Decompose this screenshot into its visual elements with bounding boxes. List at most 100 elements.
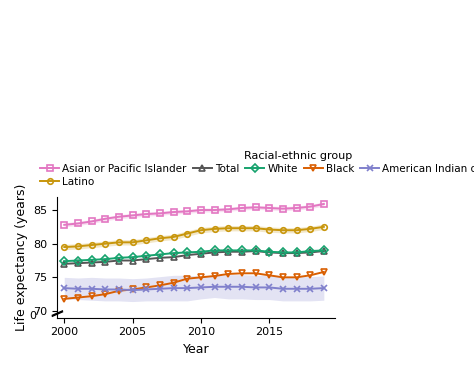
White <box>307 249 313 253</box>
Asian or Pacific Islander <box>307 204 313 209</box>
White <box>75 258 81 263</box>
Total <box>130 258 136 263</box>
White <box>253 248 258 253</box>
Black <box>143 285 149 290</box>
Total <box>143 257 149 262</box>
Total <box>266 250 272 255</box>
Total <box>184 253 190 257</box>
Asian or Pacific Islander <box>116 214 122 219</box>
American Indian or Alaska Native <box>116 287 122 292</box>
White <box>212 248 218 253</box>
Latino <box>157 236 163 240</box>
Y-axis label: Life expectancy (years): Life expectancy (years) <box>15 183 28 331</box>
Latino <box>198 228 204 233</box>
Line: Latino: Latino <box>62 224 327 250</box>
Latino <box>280 228 286 233</box>
Black <box>253 271 258 276</box>
Black <box>198 275 204 280</box>
Total <box>89 260 94 265</box>
White <box>102 257 108 262</box>
Asian or Pacific Islander <box>253 205 258 210</box>
Asian or Pacific Islander <box>184 209 190 214</box>
Total <box>239 250 245 254</box>
Latino <box>143 238 149 243</box>
Latino <box>116 240 122 244</box>
Black <box>321 270 327 274</box>
Asian or Pacific Islander <box>102 217 108 221</box>
Asian or Pacific Islander <box>239 206 245 210</box>
White <box>157 252 163 257</box>
Black <box>171 280 176 285</box>
Asian or Pacific Islander <box>130 213 136 218</box>
American Indian or Alaska Native <box>75 286 81 291</box>
White <box>266 250 272 254</box>
Latino <box>102 242 108 246</box>
Black <box>62 297 67 301</box>
American Indian or Alaska Native <box>143 287 149 292</box>
Line: Asian or Pacific Islander: Asian or Pacific Islander <box>62 201 327 227</box>
Latino <box>225 226 231 230</box>
American Indian or Alaska Native <box>212 285 218 289</box>
Black <box>280 275 286 280</box>
Legend: Asian or Pacific Islander, Latino, Total, White, Black, American Indian or Alask: Asian or Pacific Islander, Latino, Total… <box>40 151 474 187</box>
Asian or Pacific Islander <box>143 212 149 216</box>
Asian or Pacific Islander <box>321 202 327 206</box>
Latino <box>130 240 136 244</box>
Asian or Pacific Islander <box>198 208 204 212</box>
Asian or Pacific Islander <box>212 208 218 212</box>
American Indian or Alaska Native <box>225 285 231 289</box>
Black <box>157 283 163 288</box>
Asian or Pacific Islander <box>294 206 300 210</box>
Total <box>62 262 67 266</box>
X-axis label: Year: Year <box>183 343 210 356</box>
Asian or Pacific Islander <box>89 219 94 224</box>
American Indian or Alaska Native <box>198 285 204 290</box>
Total <box>294 251 300 255</box>
Line: White: White <box>62 247 327 264</box>
Latino <box>239 226 245 230</box>
Total <box>75 261 81 265</box>
Black <box>89 294 94 298</box>
Latino <box>184 232 190 236</box>
American Indian or Alaska Native <box>266 285 272 290</box>
Asian or Pacific Islander <box>62 223 67 227</box>
Total <box>198 252 204 256</box>
Latino <box>294 228 300 233</box>
American Indian or Alaska Native <box>102 287 108 292</box>
American Indian or Alaska Native <box>157 286 163 291</box>
Black <box>212 274 218 278</box>
Asian or Pacific Islander <box>157 211 163 216</box>
Asian or Pacific Islander <box>225 207 231 211</box>
Black <box>225 272 231 276</box>
Line: American Indian or Alaska Native: American Indian or Alaska Native <box>62 284 327 293</box>
Latino <box>266 227 272 232</box>
Black <box>102 292 108 296</box>
White <box>225 248 231 253</box>
Text: 0: 0 <box>29 311 36 321</box>
Black <box>294 275 300 280</box>
American Indian or Alaska Native <box>239 285 245 289</box>
Total <box>157 256 163 260</box>
American Indian or Alaska Native <box>89 286 94 291</box>
Black <box>239 271 245 276</box>
Black <box>266 273 272 278</box>
Total <box>212 250 218 255</box>
Asian or Pacific Islander <box>75 221 81 226</box>
Latino <box>75 244 81 249</box>
American Indian or Alaska Native <box>171 286 176 290</box>
Total <box>253 249 258 253</box>
Total <box>102 260 108 264</box>
Total <box>307 250 313 255</box>
White <box>239 248 245 253</box>
Asian or Pacific Islander <box>280 206 286 211</box>
Black <box>130 287 136 292</box>
Latino <box>171 235 176 239</box>
White <box>143 253 149 258</box>
White <box>321 248 327 253</box>
Latino <box>62 245 67 249</box>
White <box>116 256 122 260</box>
White <box>130 255 136 259</box>
Latino <box>321 224 327 229</box>
Black <box>75 295 81 300</box>
Total <box>225 250 231 254</box>
